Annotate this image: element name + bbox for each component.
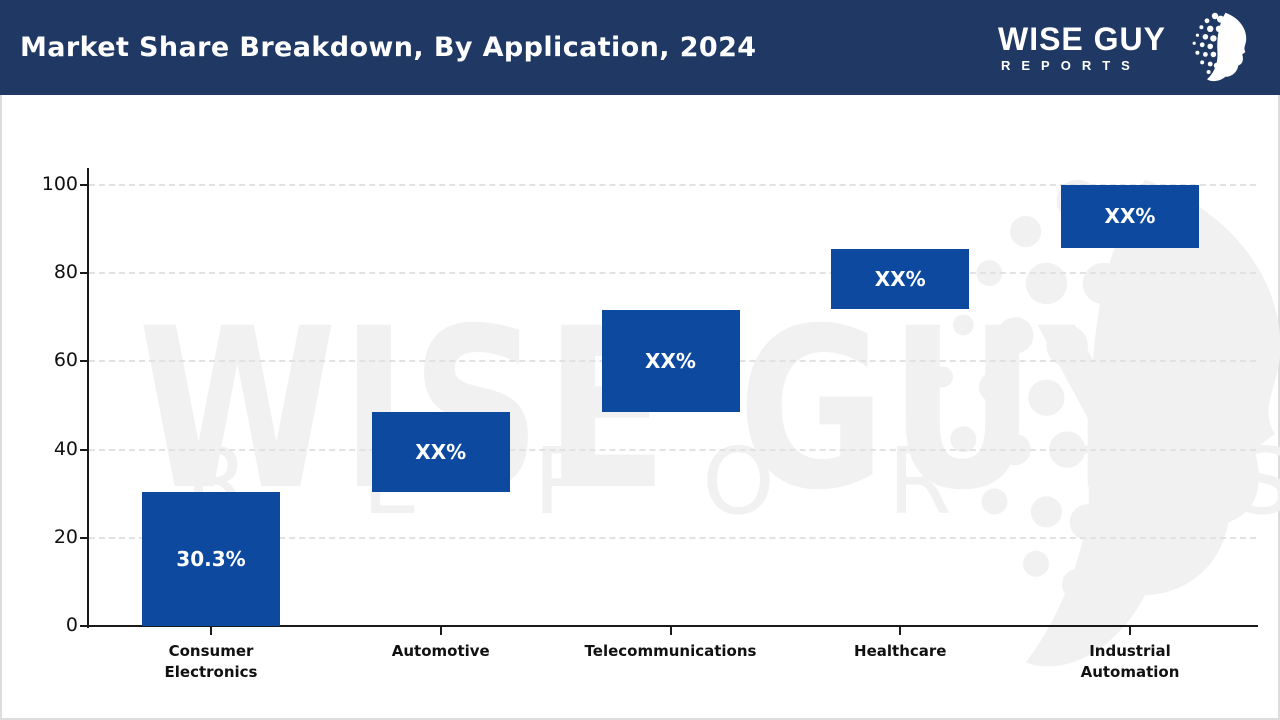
wiseguy-logo-head-icon <box>1192 12 1247 81</box>
y-tick-mark <box>80 272 88 275</box>
y-tick-mark <box>80 360 88 363</box>
header-bar: Market Share Breakdown, By Application, … <box>0 0 1280 95</box>
x-tick-mark <box>899 627 902 635</box>
x-tick-mark <box>210 627 212 635</box>
y-tick-mark <box>80 625 88 627</box>
bar-value-label: XX% <box>1104 204 1156 229</box>
y-tick-mark <box>80 184 88 186</box>
x-tick-label-consumer-electronics: Consumer Electronics <box>164 642 258 681</box>
x-tick-label-healthcare: Healthcare <box>854 642 947 660</box>
x-axis-line <box>87 625 1258 627</box>
bar-automotive: XX% <box>371 411 510 493</box>
x-tick-label-industrial-automation: Industrial Automation <box>1080 642 1180 681</box>
x-tick-mark <box>439 627 442 635</box>
bar-value-label: XX% <box>874 266 926 291</box>
bar-value-label: 30.3% <box>176 547 246 572</box>
gridline-20 <box>89 536 1256 539</box>
wiseguy-logo-brand: WISE GUY <box>997 21 1166 57</box>
bar-value-label: XX% <box>645 348 696 373</box>
y-tick-label: 100 <box>41 173 78 195</box>
bar-consumer-electronics: 30.3% <box>142 492 280 626</box>
bar-healthcare: XX% <box>831 248 970 309</box>
bar-value-label: XX% <box>415 440 467 465</box>
y-tick-label: 60 <box>53 349 78 372</box>
bar-industrial-automation: XX% <box>1061 185 1199 248</box>
x-tick-mark <box>669 627 672 635</box>
wiseguy-logo-text: WISE GUY REPORTS <box>998 23 1166 72</box>
x-tick-mark <box>1129 627 1131 635</box>
watermark-head-dots-icon <box>932 179 1280 667</box>
y-tick-label: 0 <box>65 614 78 636</box>
wiseguy-logo: WISE GUY REPORTS <box>998 8 1256 88</box>
x-tick-label-telecommunications: Telecommunications <box>584 642 757 660</box>
bar-telecommunications: XX% <box>601 310 740 412</box>
gridline-80 <box>89 272 1256 275</box>
y-axis-line <box>87 168 89 628</box>
y-tick-label: 40 <box>53 437 78 460</box>
page-title: Market Share Breakdown, By Application, … <box>20 32 757 63</box>
x-tick-label-automotive: Automotive <box>391 642 490 660</box>
gridline-100 <box>89 184 1256 186</box>
watermark-reports-text: R E P O R T S <box>185 428 1280 535</box>
y-tick-label: 80 <box>53 261 78 284</box>
y-tick-mark <box>80 536 88 539</box>
gridline-40 <box>89 448 1256 451</box>
y-tick-label: 20 <box>53 525 78 548</box>
wiseguy-logo-sub: REPORTS <box>1000 58 1141 73</box>
y-tick-mark <box>80 448 88 451</box>
